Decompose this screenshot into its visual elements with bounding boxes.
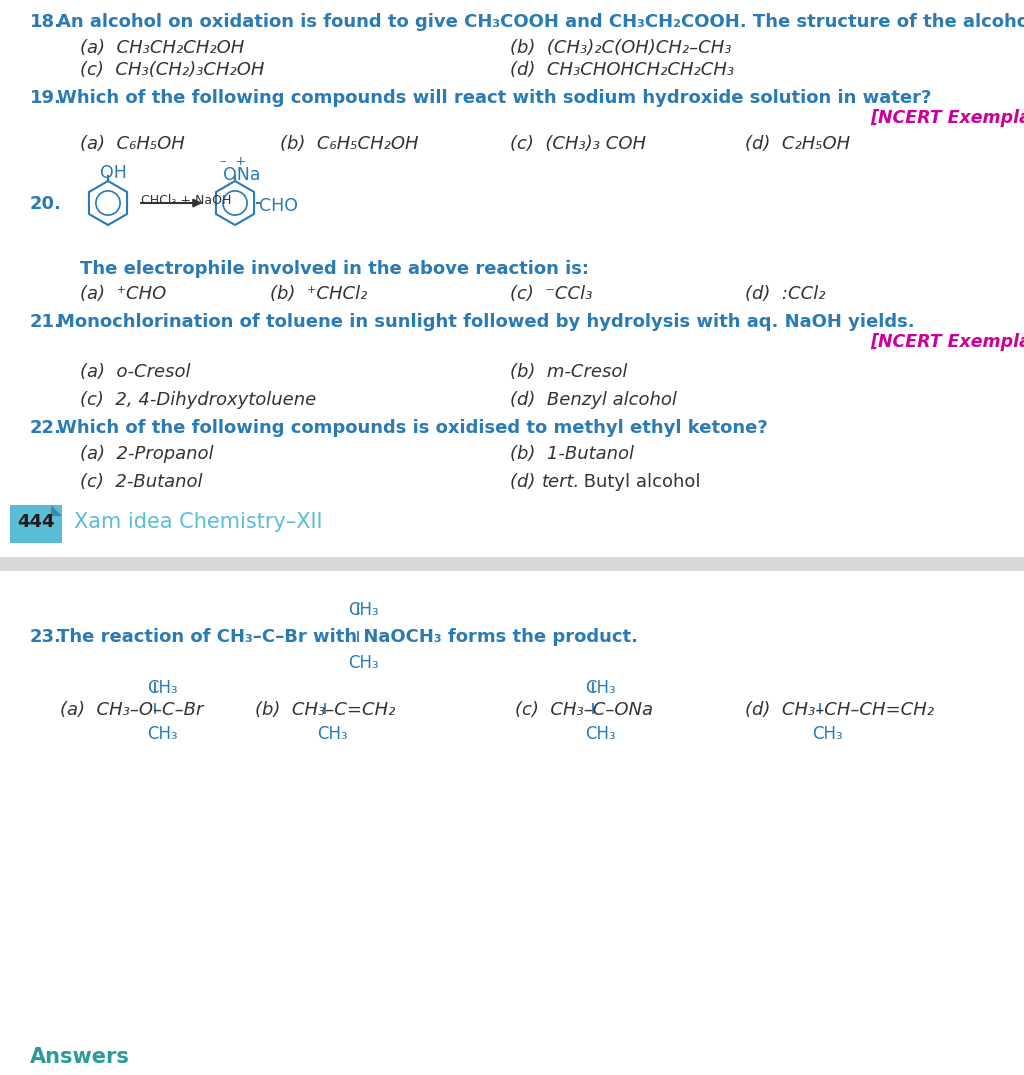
- Text: (a)  ⁺CHO: (a) ⁺CHO: [80, 285, 166, 303]
- Text: CH₃: CH₃: [348, 654, 379, 672]
- Text: 19.: 19.: [30, 89, 61, 108]
- Text: (d)  C₂H₅OH: (d) C₂H₅OH: [745, 135, 850, 153]
- Text: (c)  CH₃(CH₂)₃CH₂OH: (c) CH₃(CH₂)₃CH₂OH: [80, 61, 264, 78]
- Text: (d)  CH₃–CH–CH=CH₂: (d) CH₃–CH–CH=CH₂: [745, 701, 934, 719]
- Text: [NCERT Exemplar]: [NCERT Exemplar]: [870, 109, 1024, 127]
- Text: (c)  ⁻CCl₃: (c) ⁻CCl₃: [510, 285, 592, 303]
- Text: 23.: 23.: [30, 628, 61, 646]
- Text: (b)  CH₃–C=CH₂: (b) CH₃–C=CH₂: [255, 701, 395, 719]
- Text: 22.: 22.: [30, 419, 61, 438]
- Text: CH₃: CH₃: [348, 601, 379, 619]
- Text: Monochlorination of toluene in sunlight followed by hydrolysis with aq. NaOH yie: Monochlorination of toluene in sunlight …: [57, 313, 914, 331]
- Text: (d): (d): [510, 473, 547, 491]
- Text: (c)  CH₃–C–ONa: (c) CH₃–C–ONa: [515, 701, 653, 719]
- Text: CHO: CHO: [259, 197, 298, 215]
- Text: CH₃: CH₃: [317, 725, 347, 743]
- FancyBboxPatch shape: [0, 571, 1024, 1075]
- Text: –  +: – +: [220, 155, 246, 168]
- Text: CH₃: CH₃: [585, 725, 615, 743]
- Text: (a)  o-Cresol: (a) o-Cresol: [80, 363, 190, 381]
- Text: (b)  1-Butanol: (b) 1-Butanol: [510, 445, 634, 463]
- FancyBboxPatch shape: [0, 557, 1024, 571]
- Text: (a)  CH₃–O–C–Br: (a) CH₃–O–C–Br: [60, 701, 204, 719]
- Text: (b)  (CH₃)₂C(OH)CH₂–CH₃: (b) (CH₃)₂C(OH)CH₂–CH₃: [510, 39, 731, 57]
- Text: (d)  CH₃CHOHCH₂CH₂CH₃: (d) CH₃CHOHCH₂CH₂CH₃: [510, 61, 734, 78]
- Text: (d)  :CCl₂: (d) :CCl₂: [745, 285, 825, 303]
- Text: (b)  ⁺CHCl₂: (b) ⁺CHCl₂: [270, 285, 368, 303]
- Text: The electrophile involved in the above reaction is:: The electrophile involved in the above r…: [80, 260, 589, 278]
- Text: CH₃: CH₃: [147, 679, 177, 697]
- Text: An alcohol on oxidation is found to give CH₃COOH and CH₃CH₂COOH. The structure o: An alcohol on oxidation is found to give…: [57, 13, 1024, 31]
- Text: Answers: Answers: [30, 1047, 130, 1067]
- Text: CH₃: CH₃: [812, 725, 843, 743]
- Text: 21.: 21.: [30, 313, 61, 331]
- Text: OH: OH: [100, 164, 127, 182]
- Text: (a)  CH₃CH₂CH₂OH: (a) CH₃CH₂CH₂OH: [80, 39, 245, 57]
- Text: (c)  2-Butanol: (c) 2-Butanol: [80, 473, 203, 491]
- Text: (a)  2-Propanol: (a) 2-Propanol: [80, 445, 213, 463]
- Text: 18.: 18.: [30, 13, 62, 31]
- Text: CH₃: CH₃: [147, 725, 177, 743]
- Polygon shape: [51, 505, 62, 516]
- Text: ONa: ONa: [223, 166, 260, 184]
- Text: (d)  Benzyl alcohol: (d) Benzyl alcohol: [510, 391, 677, 408]
- Text: CH₃: CH₃: [585, 679, 615, 697]
- Text: Which of the following compounds will react with sodium hydroxide solution in wa: Which of the following compounds will re…: [57, 89, 932, 108]
- Text: CHCl₃ + NaOH: CHCl₃ + NaOH: [141, 194, 231, 207]
- Text: Butyl alcohol: Butyl alcohol: [578, 473, 700, 491]
- Text: The reaction of CH₃–C–Br with NaOCH₃ forms the product.: The reaction of CH₃–C–Br with NaOCH₃ for…: [57, 628, 638, 646]
- Text: 20.: 20.: [30, 195, 61, 213]
- Text: 444: 444: [17, 513, 54, 531]
- Text: Xam idea Chemistry–XII: Xam idea Chemistry–XII: [74, 512, 323, 532]
- Text: (c)  (CH₃)₃ COH: (c) (CH₃)₃ COH: [510, 135, 646, 153]
- Text: (b)  m-Cresol: (b) m-Cresol: [510, 363, 628, 381]
- Text: (b)  C₆H₅CH₂OH: (b) C₆H₅CH₂OH: [280, 135, 419, 153]
- Text: (c)  2, 4-Dihydroxytoluene: (c) 2, 4-Dihydroxytoluene: [80, 391, 316, 408]
- Text: (a)  C₆H₅OH: (a) C₆H₅OH: [80, 135, 184, 153]
- Text: tert.: tert.: [542, 473, 581, 491]
- Text: Which of the following compounds is oxidised to methyl ethyl ketone?: Which of the following compounds is oxid…: [57, 419, 768, 438]
- FancyBboxPatch shape: [10, 505, 62, 543]
- Text: [NCERT Exemplar]: [NCERT Exemplar]: [870, 333, 1024, 352]
